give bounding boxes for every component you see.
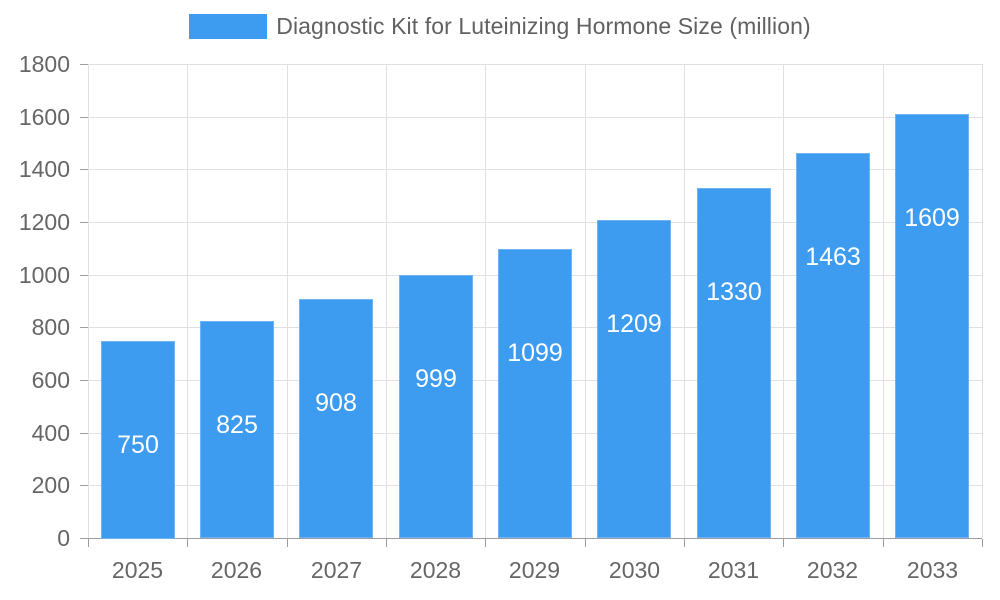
y-axis-tick <box>80 117 88 118</box>
x-axis-tick-label: 2025 <box>111 557 164 583</box>
y-axis-tick <box>80 538 88 539</box>
bar[interactable] <box>299 299 373 538</box>
y-axis-tick <box>80 380 88 381</box>
y-axis-tick-label: 1000 <box>18 262 70 288</box>
bar[interactable] <box>498 249 572 538</box>
bar-value-label: 1330 <box>706 278 762 306</box>
gridline-vertical <box>187 64 188 538</box>
x-axis-tick <box>287 539 288 547</box>
y-axis-tick <box>80 275 88 276</box>
x-axis-tick <box>684 539 685 547</box>
x-axis-tick <box>386 539 387 547</box>
gridline-vertical <box>485 64 486 538</box>
x-axis-tick <box>187 539 188 547</box>
gridline-vertical <box>287 64 288 538</box>
x-axis-tick <box>88 539 89 547</box>
gridline-vertical <box>883 64 884 538</box>
bar[interactable] <box>200 321 274 538</box>
gridline-horizontal <box>88 538 982 539</box>
x-axis-tick-label: 2030 <box>608 557 661 583</box>
y-axis-tick-label: 1600 <box>18 104 70 130</box>
bar[interactable] <box>597 220 671 538</box>
y-axis-tick <box>80 169 88 170</box>
x-axis-tick <box>585 539 586 547</box>
bar-value-label: 825 <box>216 411 258 439</box>
x-axis-tick-label: 2028 <box>409 557 462 583</box>
y-axis-tick <box>80 64 88 65</box>
bar-value-label: 750 <box>117 431 159 459</box>
gridline-horizontal <box>88 222 982 223</box>
bar-value-label: 1099 <box>507 339 563 367</box>
gridline-horizontal <box>88 64 982 65</box>
legend-item-series-1[interactable]: Diagnostic Kit for Luteinizing Hormone S… <box>189 13 811 40</box>
bar-value-label: 1609 <box>904 204 960 232</box>
bar-value-label: 999 <box>415 365 457 393</box>
bar-value-label: 908 <box>315 389 357 417</box>
y-axis-tick-label: 1200 <box>18 209 70 235</box>
plot-area: 750 825 908 999 1099 1209 1330 1463 1609 <box>88 64 983 539</box>
y-axis-tick <box>80 485 88 486</box>
y-axis-tick-label: 0 <box>57 525 70 551</box>
y-axis-tick-label: 1400 <box>18 156 70 182</box>
gridline-horizontal <box>88 117 982 118</box>
x-axis-tick-label: 2027 <box>310 557 363 583</box>
bar[interactable] <box>796 153 870 538</box>
y-axis-tick-label: 600 <box>31 367 70 393</box>
bar[interactable] <box>895 114 969 538</box>
x-axis-tick-label: 2026 <box>210 557 263 583</box>
bar[interactable] <box>399 275 473 538</box>
gridline-vertical <box>585 64 586 538</box>
x-axis-tick <box>485 539 486 547</box>
legend-label: Diagnostic Kit for Luteinizing Hormone S… <box>276 12 811 39</box>
gridline-vertical <box>88 64 89 538</box>
legend-color-swatch-icon <box>189 13 268 39</box>
gridline-vertical <box>386 64 387 538</box>
y-axis-tick-label: 1800 <box>18 51 70 77</box>
gridline-horizontal <box>88 169 982 170</box>
gridline-vertical <box>684 64 685 538</box>
x-axis-tick <box>982 539 983 547</box>
y-axis-tick-label: 400 <box>31 420 70 446</box>
gridline-vertical <box>783 64 784 538</box>
bar[interactable] <box>101 341 175 539</box>
x-axis-tick-label: 2032 <box>806 557 859 583</box>
y-axis-tick-label: 200 <box>31 472 70 498</box>
x-axis-tick <box>883 539 884 547</box>
x-axis-tick <box>783 539 784 547</box>
y-axis-tick-label: 800 <box>31 314 70 340</box>
y-axis-tick <box>80 433 88 434</box>
bar-value-label: 1463 <box>805 243 861 271</box>
gridline-vertical <box>982 64 983 538</box>
x-axis-tick-label: 2033 <box>906 557 959 583</box>
bar[interactable] <box>697 188 771 538</box>
x-axis-tick-label: 2029 <box>508 557 561 583</box>
chart-legend: Diagnostic Kit for Luteinizing Hormone S… <box>0 0 1000 52</box>
x-axis-line <box>88 538 982 539</box>
bar-value-label: 1209 <box>606 310 662 338</box>
y-axis-tick <box>80 327 88 328</box>
y-axis-tick <box>80 222 88 223</box>
x-axis-tick-label: 2031 <box>707 557 760 583</box>
